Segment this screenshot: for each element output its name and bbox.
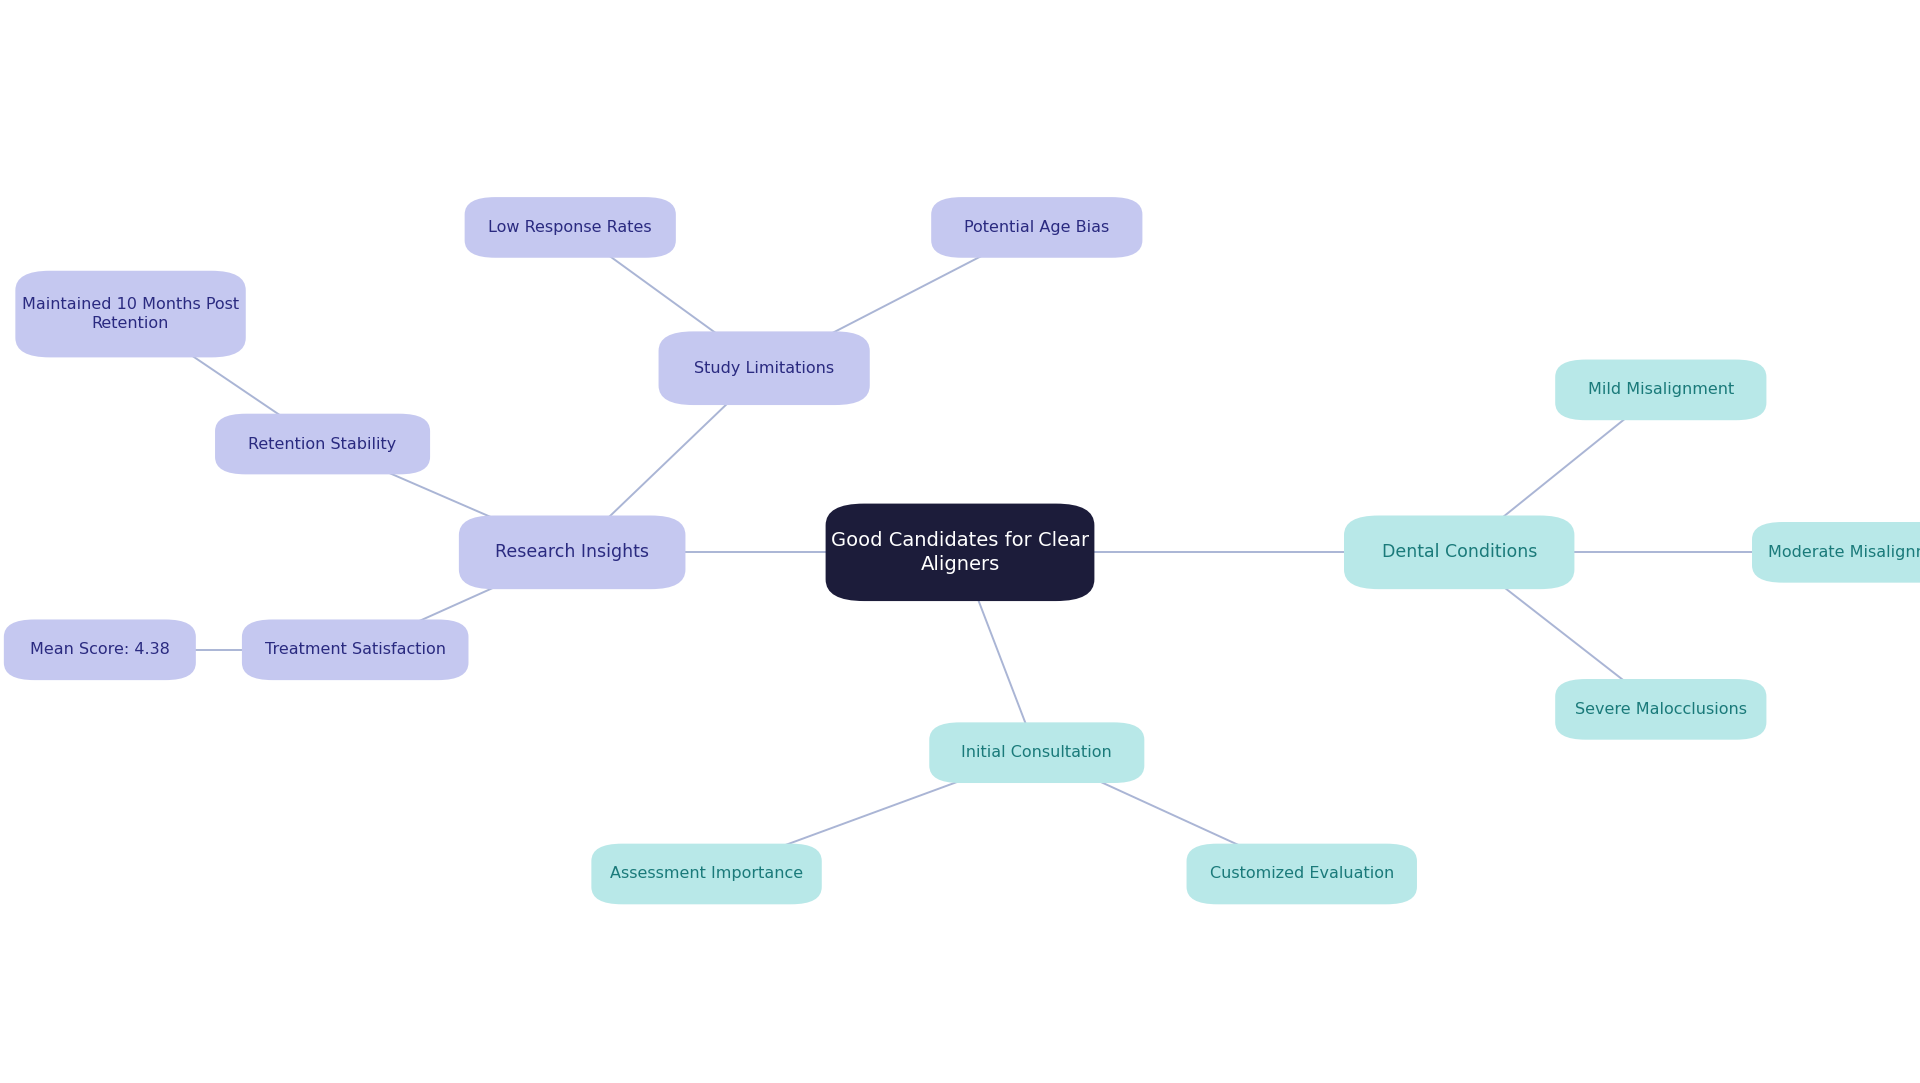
FancyBboxPatch shape <box>1555 679 1766 740</box>
Text: Mild Misalignment: Mild Misalignment <box>1588 382 1734 397</box>
FancyBboxPatch shape <box>826 504 1094 601</box>
Text: Moderate Misalignment: Moderate Misalignment <box>1768 545 1920 560</box>
Text: Initial Consultation: Initial Consultation <box>962 745 1112 760</box>
FancyBboxPatch shape <box>465 197 676 258</box>
FancyBboxPatch shape <box>459 516 685 589</box>
Text: Good Candidates for Clear
Aligners: Good Candidates for Clear Aligners <box>831 531 1089 574</box>
Text: Mean Score: 4.38: Mean Score: 4.38 <box>31 642 169 657</box>
FancyBboxPatch shape <box>591 844 822 904</box>
FancyBboxPatch shape <box>929 722 1144 783</box>
FancyBboxPatch shape <box>242 619 468 680</box>
FancyBboxPatch shape <box>4 619 196 680</box>
FancyBboxPatch shape <box>1344 516 1574 589</box>
Text: Severe Malocclusions: Severe Malocclusions <box>1574 702 1747 717</box>
Text: Low Response Rates: Low Response Rates <box>488 220 653 235</box>
Text: Maintained 10 Months Post
Retention: Maintained 10 Months Post Retention <box>21 297 240 331</box>
Text: Potential Age Bias: Potential Age Bias <box>964 220 1110 235</box>
FancyBboxPatch shape <box>931 197 1142 258</box>
Text: Treatment Satisfaction: Treatment Satisfaction <box>265 642 445 657</box>
Text: Customized Evaluation: Customized Evaluation <box>1210 866 1394 882</box>
Text: Retention Stability: Retention Stability <box>248 436 397 452</box>
Text: Assessment Importance: Assessment Importance <box>611 866 803 882</box>
FancyBboxPatch shape <box>1751 522 1920 583</box>
Text: Research Insights: Research Insights <box>495 544 649 561</box>
FancyBboxPatch shape <box>659 331 870 405</box>
Text: Dental Conditions: Dental Conditions <box>1382 544 1536 561</box>
FancyBboxPatch shape <box>1187 844 1417 904</box>
FancyBboxPatch shape <box>215 414 430 474</box>
Text: Study Limitations: Study Limitations <box>695 361 833 376</box>
FancyBboxPatch shape <box>1555 360 1766 420</box>
FancyBboxPatch shape <box>15 271 246 357</box>
